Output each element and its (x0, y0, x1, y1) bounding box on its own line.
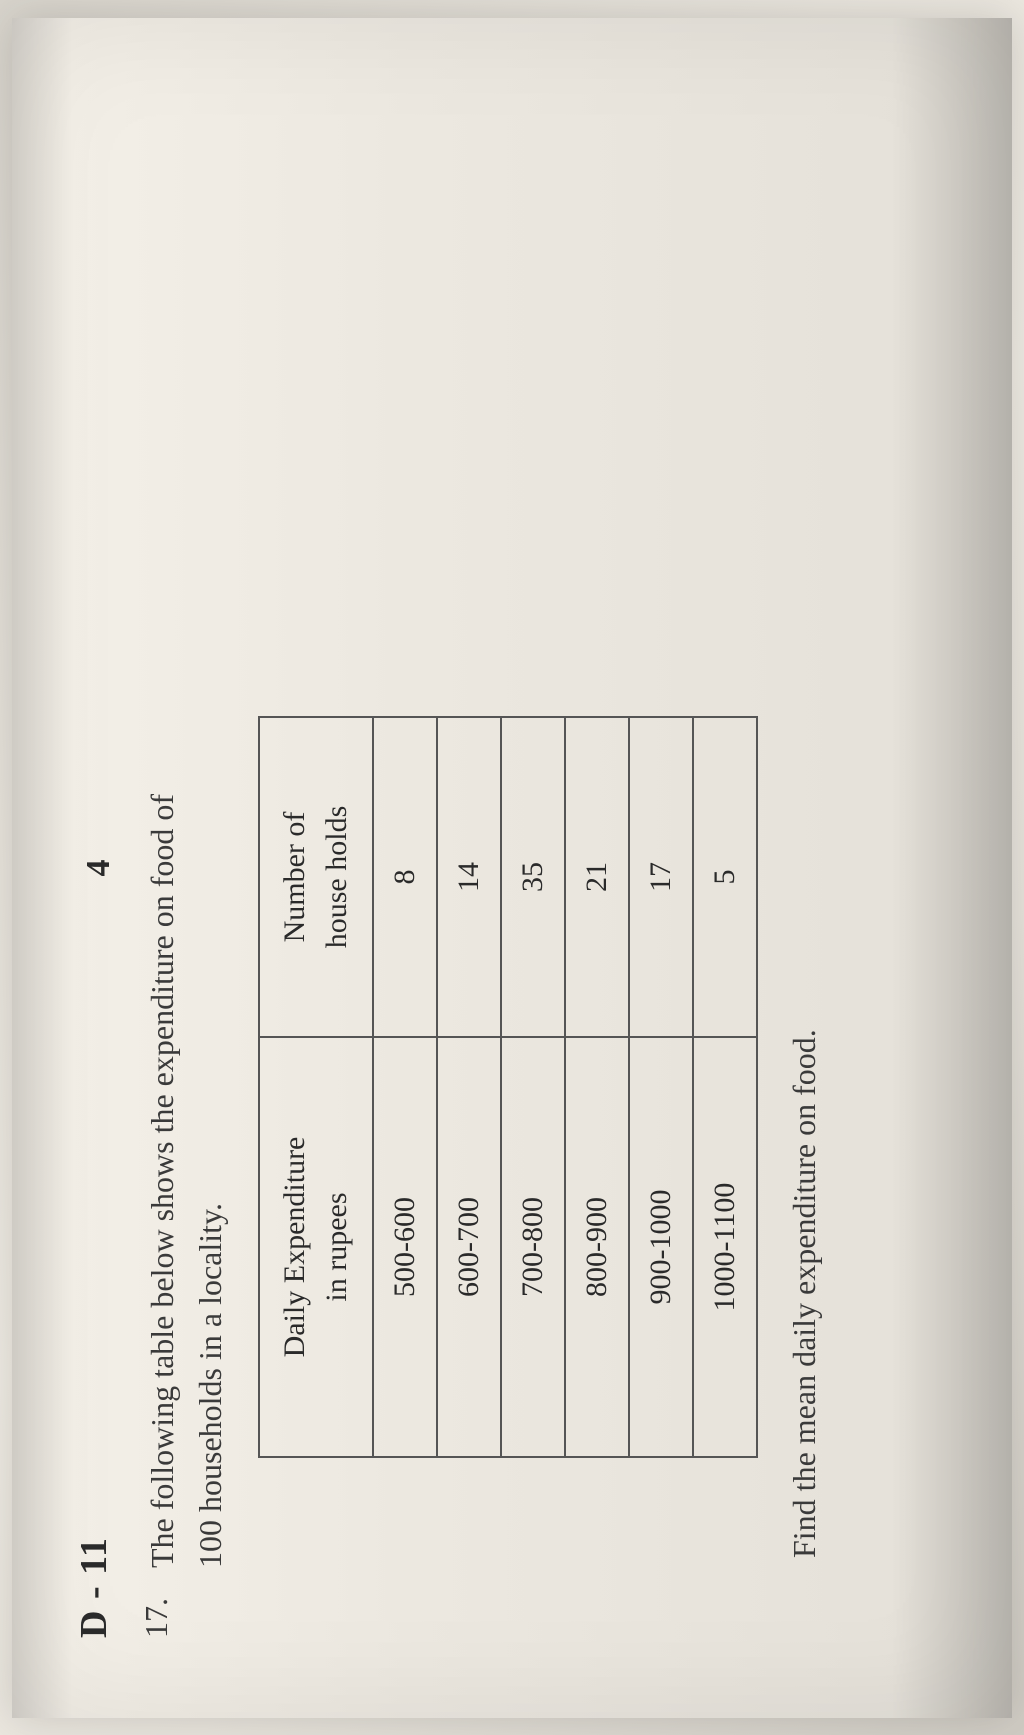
shadow-decor (892, 18, 1012, 1718)
cell-range: 900-1000 (629, 1037, 693, 1457)
header-households: Number of house holds (259, 717, 373, 1037)
header-col1-l2: in rupees (320, 1192, 353, 1301)
question-line-2: 100 households in a locality. (192, 1203, 228, 1568)
table-header-row: Daily Expenditure in rupees Number of ho… (259, 717, 373, 1457)
cell-range: 800-900 (565, 1037, 629, 1457)
table-row: 600-700 14 (437, 717, 501, 1457)
cell-range: 500-600 (373, 1037, 437, 1457)
table-row: 1000-1100 5 (693, 717, 757, 1457)
expenditure-table: Daily Expenditure in rupees Number of ho… (258, 716, 758, 1458)
cell-count: 35 (501, 717, 565, 1037)
worksheet-page: D - 11 4 17. The following table below s… (12, 18, 1012, 1718)
question-line-1: The following table below shows the expe… (144, 793, 180, 1567)
table-body: 500-600 8 600-700 14 700-800 35 800-900 … (373, 717, 757, 1457)
instruction-text: Find the mean daily expenditure on food. (786, 98, 823, 1558)
cell-count: 17 (629, 717, 693, 1037)
data-table-container: Daily Expenditure in rupees Number of ho… (258, 98, 758, 1458)
cell-range: 700-800 (501, 1037, 565, 1457)
question-text: The following table below shows the expe… (138, 793, 234, 1567)
table-row: 500-600 8 (373, 717, 437, 1457)
cell-count: 21 (565, 717, 629, 1037)
cell-range: 600-700 (437, 1037, 501, 1457)
table-row: 700-800 35 (501, 717, 565, 1457)
page-number: 4 (80, 98, 118, 1638)
table-row: 900-1000 17 (629, 717, 693, 1457)
shadow-decor (12, 18, 72, 1718)
question-number: 17. (138, 1588, 234, 1638)
cell-range: 1000-1100 (693, 1037, 757, 1457)
cell-count: 8 (373, 717, 437, 1037)
header-col1-l1: Daily Expenditure (278, 1136, 311, 1357)
header-expenditure: Daily Expenditure in rupees (259, 1037, 373, 1457)
cell-count: 14 (437, 717, 501, 1037)
question-block: 17. The following table below shows the … (138, 98, 234, 1638)
header-col2-l1: Number of (278, 811, 311, 942)
header-col2-l2: house holds (320, 805, 353, 948)
table-row: 800-900 21 (565, 717, 629, 1457)
cell-count: 5 (693, 717, 757, 1037)
